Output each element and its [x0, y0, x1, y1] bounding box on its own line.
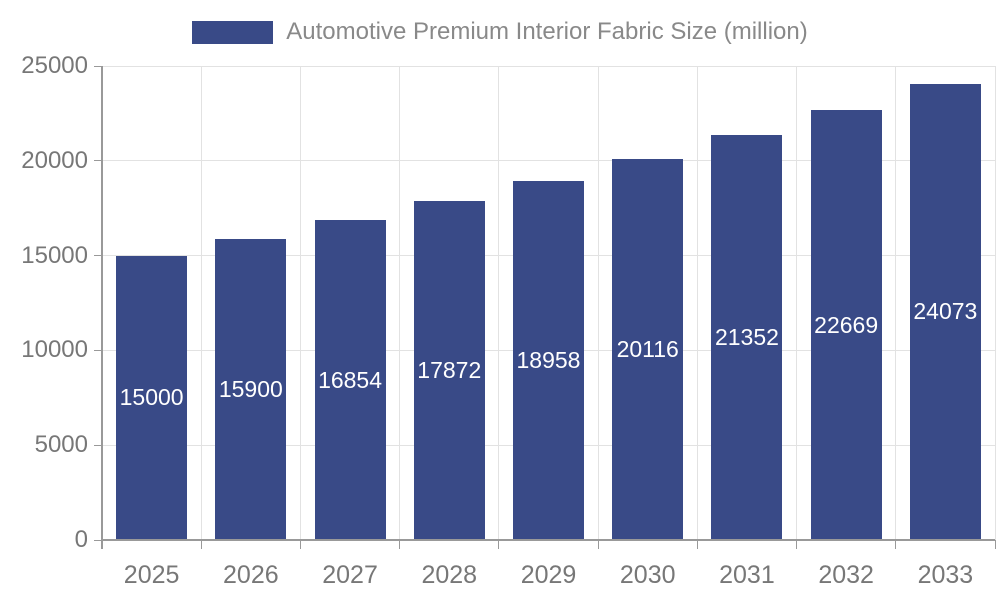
gridline-horizontal [102, 160, 995, 162]
bar-2027[interactable] [314, 220, 386, 540]
y-axis-tick-label: 20000 [21, 146, 88, 174]
x-axis-tick [597, 540, 599, 549]
legend-label: Automotive Premium Interior Fabric Size … [286, 18, 808, 45]
y-axis-tick [94, 160, 102, 162]
x-axis-tick-label: 2025 [123, 561, 180, 589]
x-axis-tick [498, 540, 500, 549]
y-axis-tick [94, 539, 102, 541]
legend[interactable]: Automotive Premium Interior Fabric Size … [0, 18, 1000, 46]
x-axis-tick [399, 540, 401, 549]
x-axis-tick-label: 2027 [322, 561, 378, 589]
x-axis-tick [696, 540, 698, 549]
x-axis-tick-label: 2029 [520, 561, 577, 589]
gridline-vertical [696, 66, 698, 540]
bar-2029[interactable] [513, 180, 584, 540]
bar-2026[interactable] [215, 238, 287, 540]
y-axis-tick-label: 5000 [34, 431, 88, 459]
x-axis-line [101, 539, 995, 541]
y-axis-line [101, 66, 103, 549]
x-axis-tick-label: 2028 [421, 561, 478, 589]
x-axis-tick [895, 540, 897, 549]
y-axis-tick-label: 15000 [21, 241, 88, 269]
x-axis-tick-label: 2031 [719, 561, 775, 589]
y-axis-tick-label: 25000 [21, 52, 88, 79]
gridline-vertical [200, 66, 202, 540]
y-axis-tick [94, 349, 102, 351]
y-axis-tick [94, 444, 102, 446]
y-axis-tick [94, 255, 102, 257]
x-axis-tick-label: 2026 [223, 561, 279, 589]
gridline-vertical [895, 66, 897, 540]
gridline-vertical [498, 66, 500, 540]
x-axis-tick [200, 540, 202, 549]
bar-2032[interactable] [810, 110, 882, 540]
x-axis-tick [796, 540, 798, 549]
y-axis-tick-label: 0 [74, 526, 88, 553]
gridline-vertical [399, 66, 401, 540]
y-axis-tick-label: 10000 [21, 336, 88, 364]
x-axis-tick-label: 2033 [917, 561, 974, 589]
y-axis-tick [94, 65, 102, 67]
gridline-vertical [299, 66, 301, 540]
bar-2030[interactable] [612, 158, 684, 540]
bar-2025[interactable] [116, 255, 188, 540]
x-axis-tick-label: 2030 [619, 561, 676, 589]
gridline-horizontal [102, 65, 995, 67]
x-axis-tick [994, 540, 996, 549]
legend-swatch-icon [192, 20, 274, 44]
gridline-vertical [796, 66, 798, 540]
gridline-vertical [994, 66, 996, 540]
gridline-vertical [597, 66, 599, 540]
x-axis-tick [299, 540, 301, 549]
bar-2028[interactable] [413, 201, 485, 540]
x-axis-tick-label: 2032 [818, 561, 874, 589]
bar-2033[interactable] [909, 83, 981, 540]
bar-2031[interactable] [711, 135, 783, 540]
